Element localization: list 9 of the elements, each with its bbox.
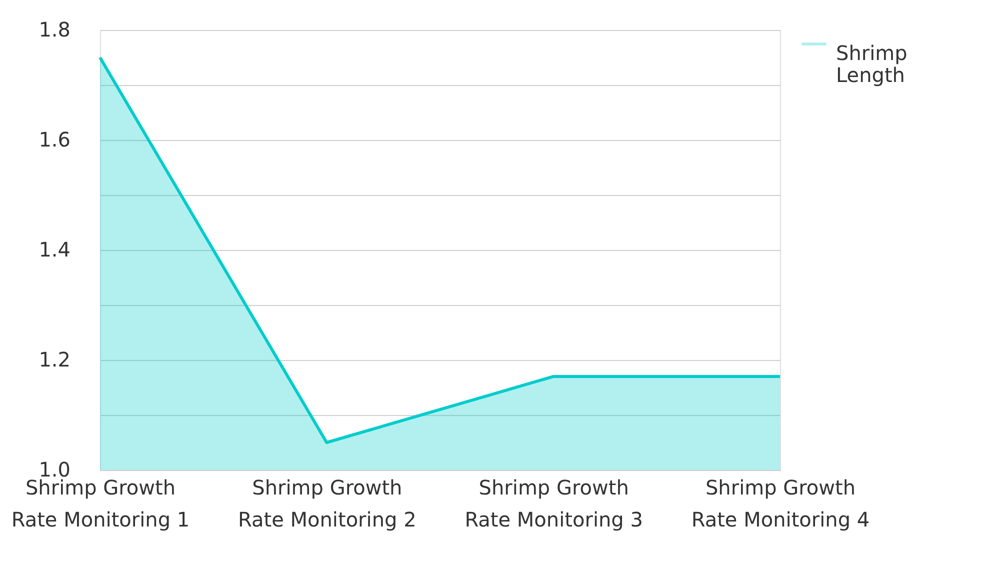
y-tick-label: 1.8 [38, 18, 70, 42]
y-tick-label: 1.4 [38, 238, 70, 262]
x-tick-label: Shrimp Growth Rate Monitoring 4 [691, 476, 870, 532]
x-tick-label: Shrimp Growth Rate Monitoring 1 [11, 476, 190, 532]
x-tick-label: Shrimp Growth Rate Monitoring 3 [464, 476, 643, 532]
x-tick-label: Shrimp Growth Rate Monitoring 2 [238, 476, 416, 532]
legend-label: Shrimp Length [836, 41, 908, 87]
y-tick-label: 1.6 [38, 128, 70, 152]
y-tick-label: 1.2 [38, 348, 70, 372]
